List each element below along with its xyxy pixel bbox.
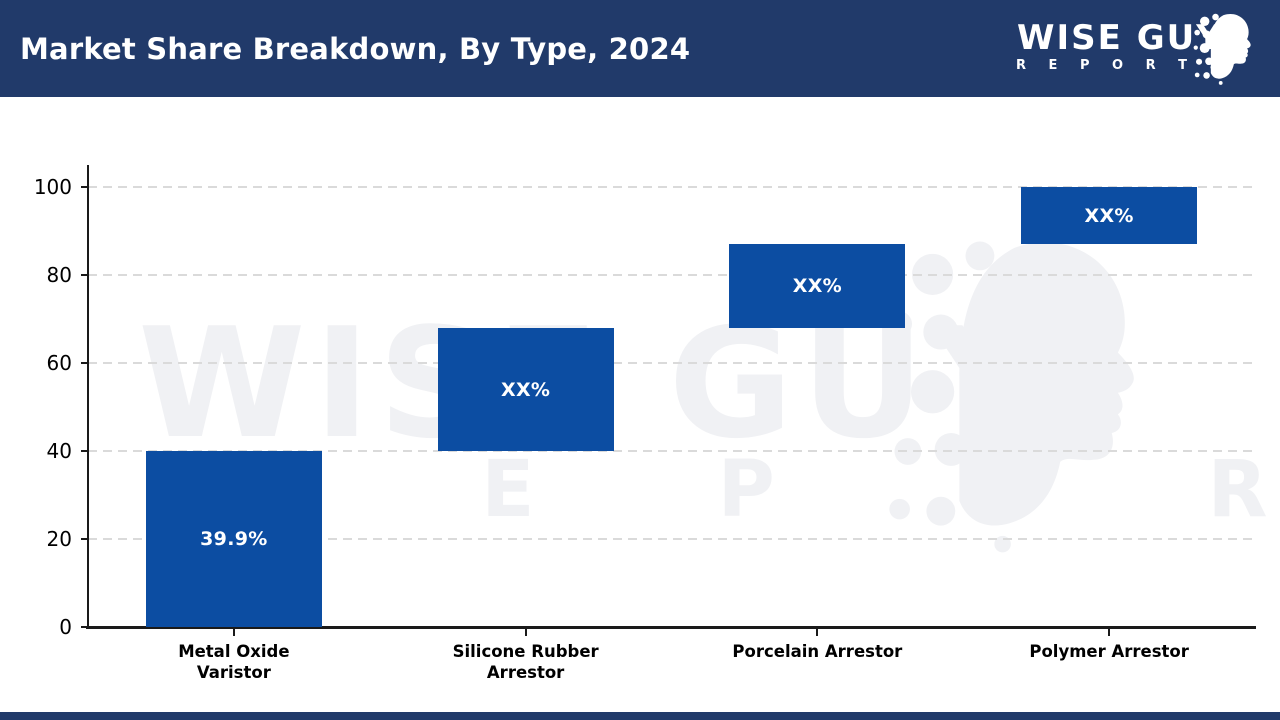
bar-segment-3: XX% (729, 244, 906, 328)
gridline-y-60 (88, 362, 1255, 364)
y-tick-label: 60 (46, 351, 72, 375)
bar-value-label: XX% (501, 378, 551, 401)
y-tick-label: 80 (46, 263, 72, 287)
x-axis-line (86, 626, 1256, 629)
y-tick-mark (81, 274, 88, 276)
x-category-label: Polymer Arrestor (1029, 642, 1189, 661)
chart-area: WISE GUY R E P O R T S 02040608010039.9%… (0, 97, 1280, 712)
gridline-y-40 (88, 450, 1255, 452)
footer-bar (0, 712, 1280, 720)
bar-segment-2: XX% (437, 327, 614, 452)
logo-subtitle: R E P O R T S (1016, 58, 1228, 73)
x-tick-mark (1108, 629, 1111, 636)
y-tick-mark (81, 538, 88, 540)
logo-wordmark: WISE GUY (1017, 18, 1223, 58)
bar-segment-1: 39.9% (145, 451, 322, 627)
y-tick-label: 0 (59, 615, 72, 639)
header-bar: Market Share Breakdown, By Type, 2024 WI… (0, 0, 1280, 97)
bar-value-label: 39.9% (200, 528, 268, 551)
x-tick-mark (524, 629, 527, 636)
y-tick-label: 20 (46, 527, 72, 551)
gridline-y-20 (88, 538, 1255, 540)
gridline-y-80 (88, 274, 1255, 276)
y-tick-mark (81, 450, 88, 452)
y-tick-mark (81, 362, 88, 364)
gridline-y-100 (88, 186, 1255, 188)
logo-text: WISE GUY R E P O R T S (1012, 20, 1228, 74)
x-tick-mark (232, 629, 235, 636)
logo-face-icon (1193, 13, 1251, 85)
x-category-label: Porcelain Arrestor (732, 642, 903, 661)
x-category-label: Silicone Rubber Arrestor (452, 642, 599, 682)
x-category-label: Metal Oxide Varistor (178, 642, 290, 682)
page-title: Market Share Breakdown, By Type, 2024 (20, 31, 691, 66)
y-tick-label: 40 (46, 439, 72, 463)
x-tick-mark (816, 629, 819, 636)
y-axis-line (87, 165, 89, 628)
bar-value-label: XX% (792, 274, 842, 297)
bar-segment-4: XX% (1021, 187, 1198, 245)
bar-value-label: XX% (1084, 204, 1134, 227)
y-tick-label: 100 (33, 175, 72, 199)
wise-guy-reports-logo: WISE GUY R E P O R T S (1012, 8, 1262, 90)
y-tick-mark (81, 186, 88, 188)
y-tick-mark (81, 626, 88, 628)
watermark-text-line2: R E P O R T S (238, 445, 1280, 535)
